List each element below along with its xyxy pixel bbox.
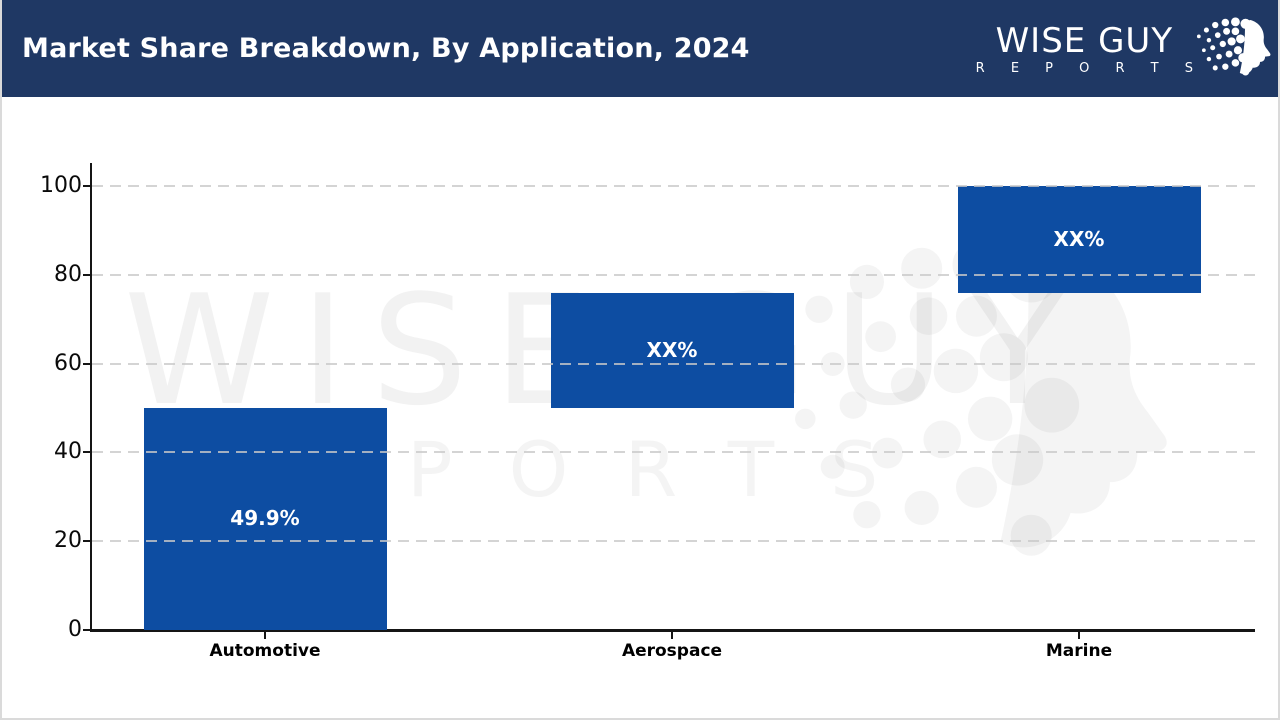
y-tick-mark (83, 629, 90, 631)
gridline-20 (92, 540, 1255, 543)
y-tick-label: 20 (54, 528, 82, 554)
bar-automotive (143, 408, 387, 630)
bar-aerospace (550, 293, 794, 409)
x-category-label: Aerospace (621, 641, 723, 661)
gridline-40 (92, 451, 1255, 454)
y-tick-mark (83, 362, 90, 365)
gridline-100 (92, 185, 1255, 187)
y-tick-mark (83, 451, 90, 454)
x-tick-mark (264, 632, 266, 639)
y-tick-mark (83, 273, 90, 276)
bar-value-label: XX% (1053, 226, 1105, 251)
bar-value-label: 49.9% (230, 506, 300, 531)
y-tick-mark (83, 185, 90, 187)
x-category-label: Automotive (209, 641, 321, 661)
bar-value-label: XX% (646, 337, 698, 362)
x-category-label: Marine (1045, 641, 1113, 661)
logo-line2: R E P O R T S (975, 60, 1204, 76)
logo-wordmark: WISE GUY R E P O R T S (965, 24, 1204, 75)
y-axis-line (90, 163, 92, 632)
x-tick-mark (671, 632, 673, 639)
x-axis-line (90, 629, 1255, 632)
page-title: Market Share Breakdown, By Application, … (22, 33, 750, 64)
y-tick-label: 100 (40, 173, 82, 198)
gridline-60 (92, 362, 1255, 365)
logo-line1: WISE GUY (995, 20, 1174, 61)
header-bar: Market Share Breakdown, By Application, … (2, 0, 1278, 97)
y-tick-label: 0 (68, 617, 82, 642)
y-tick-label: 80 (54, 261, 82, 287)
y-tick-label: 40 (54, 439, 82, 465)
y-tick-mark (83, 540, 90, 543)
x-tick-mark (1078, 632, 1080, 639)
gridline-80 (92, 273, 1255, 276)
y-tick-label: 60 (54, 350, 82, 376)
wise-guy-logo: WISE GUY R E P O R T S (965, 5, 1272, 93)
